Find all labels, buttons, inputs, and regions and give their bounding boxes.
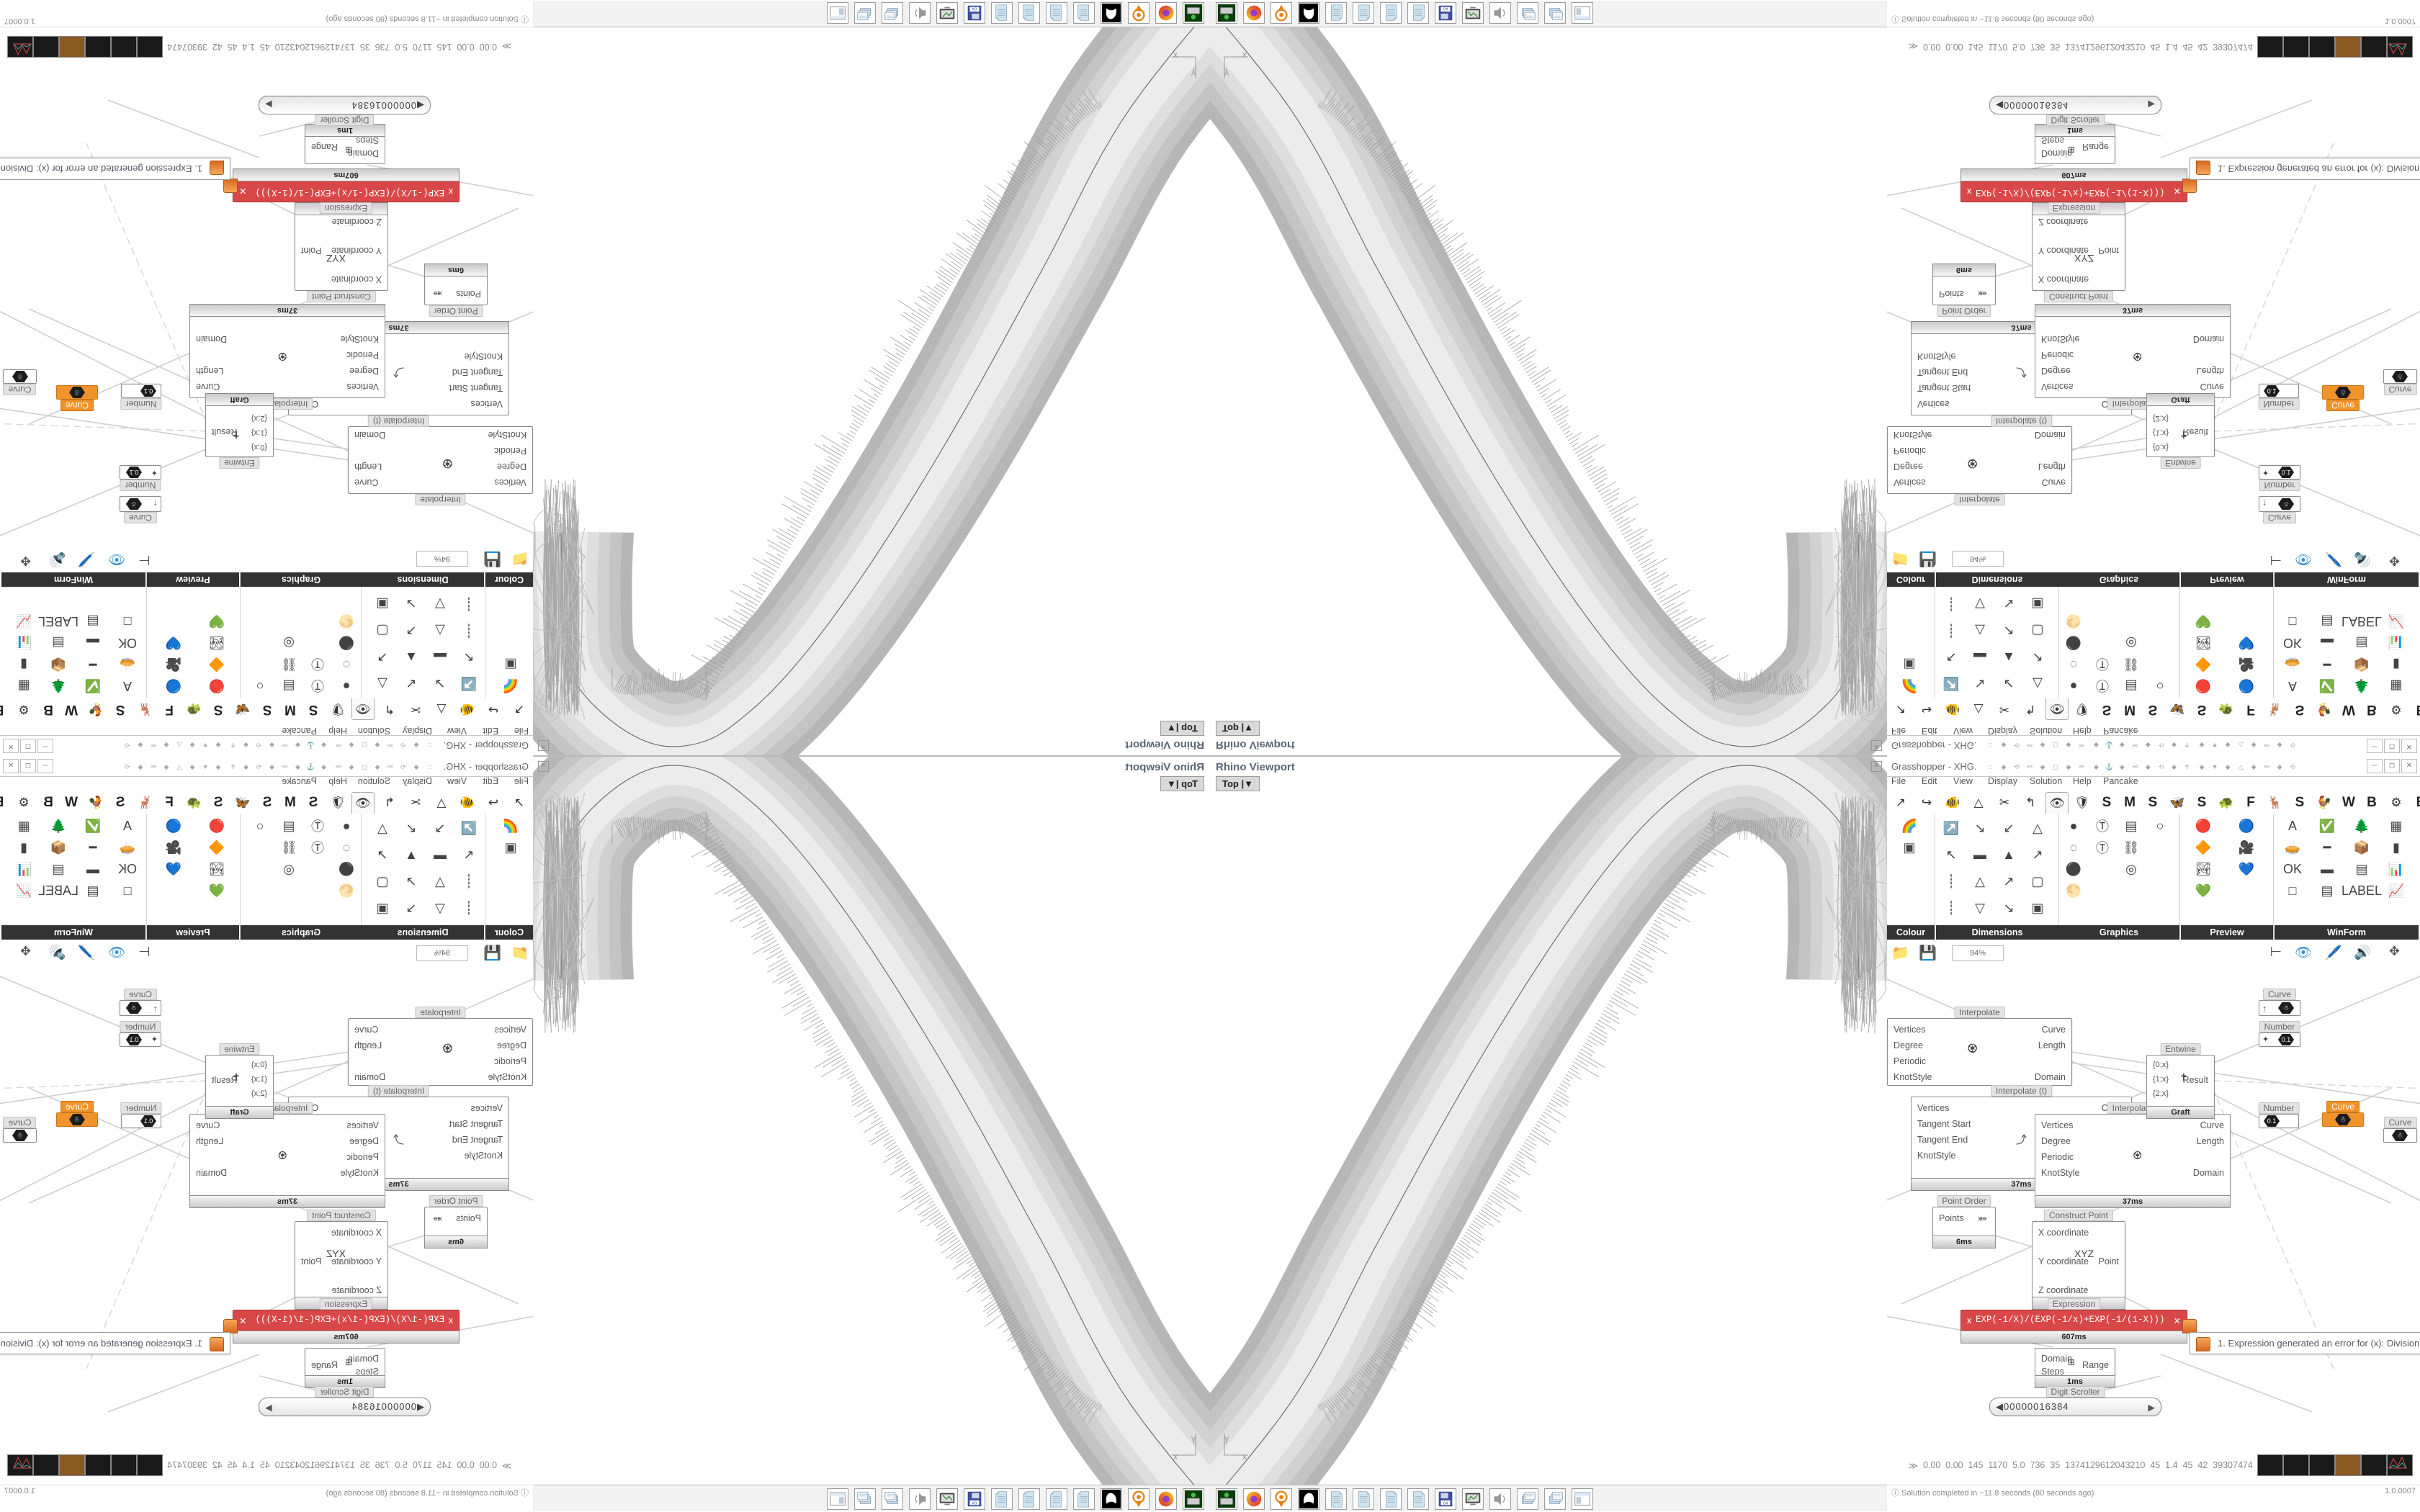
svg-text:64: 64 — [1443, 1501, 1448, 1506]
svg-text:64: 64 — [1443, 6, 1448, 11]
svg-text:64: 64 — [972, 6, 977, 11]
svg-text:64: 64 — [972, 1501, 977, 1506]
